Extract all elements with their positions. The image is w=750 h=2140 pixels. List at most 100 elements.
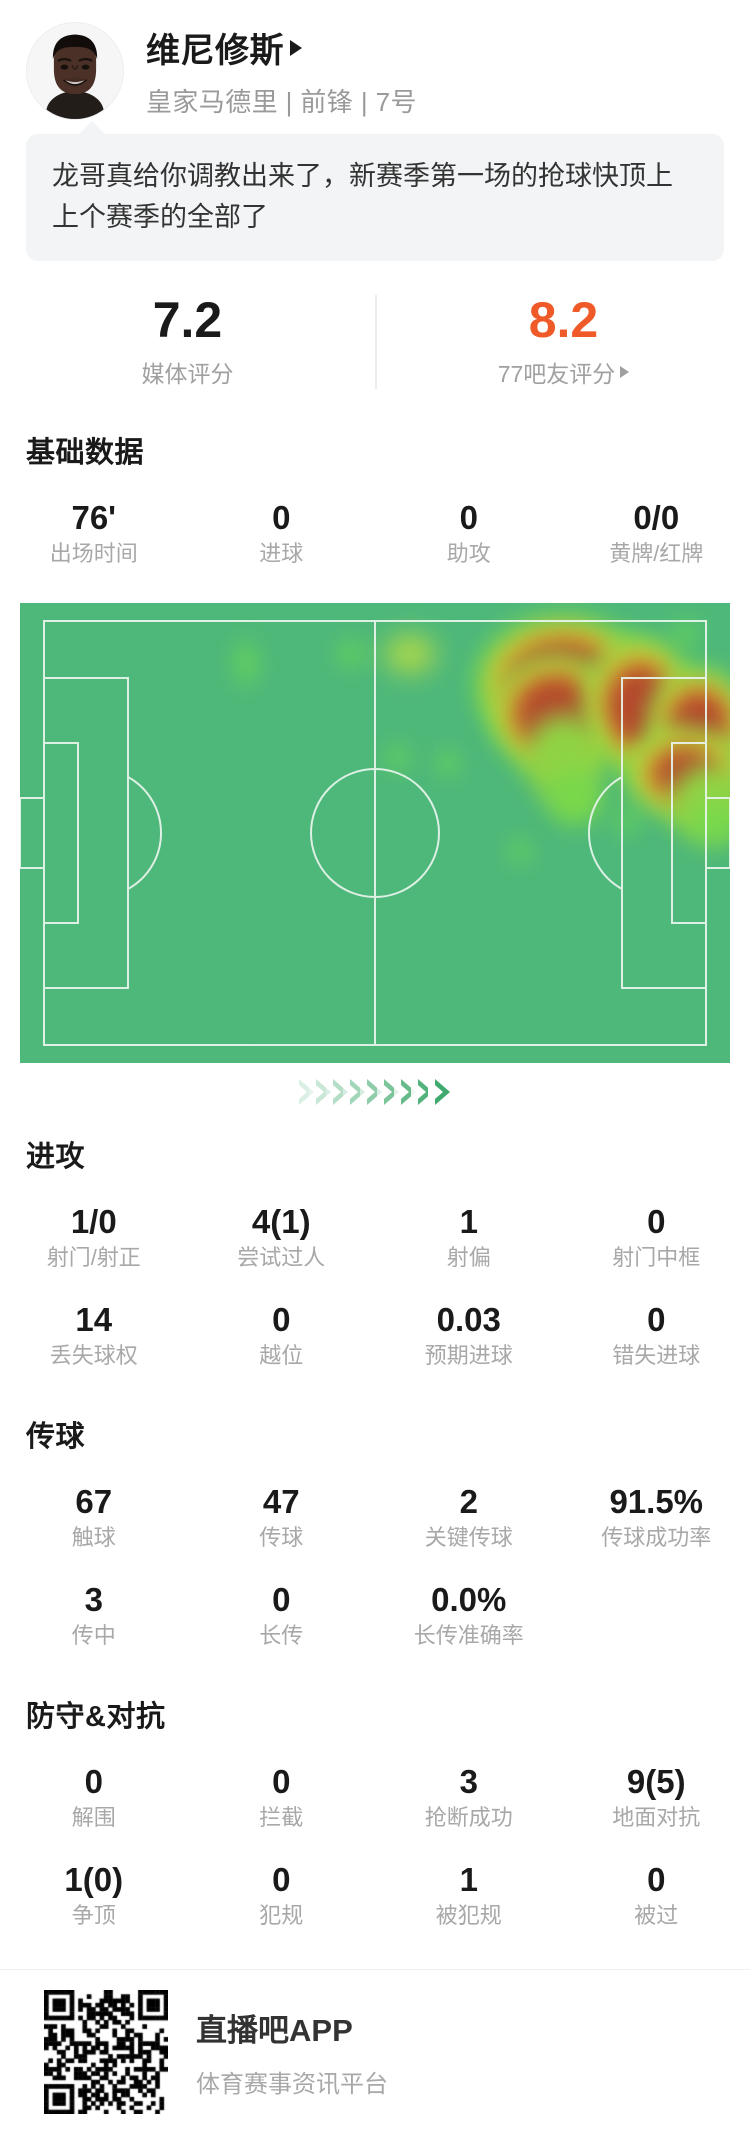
stat-value: 0 [272,1583,290,1616]
stat-cell: 0 犯规 [188,1847,376,1945]
stat-value: 14 [75,1303,112,1336]
stat-cell: 67 触球 [0,1469,188,1567]
stat-grid-basic: 76' 出场时间 0 进球 0 助攻 0/0 黄牌/红牌 [0,477,750,593]
stat-cell: 0 助攻 [375,485,563,583]
fan-rating[interactable]: 8.2 77吧友评分 [375,295,750,389]
stat-cell: 0.03 预期进球 [375,1287,563,1385]
stat-label: 黄牌/红牌 [609,543,703,565]
stat-cell: 1 射偏 [375,1189,563,1287]
stat-value: 0 [647,1205,665,1238]
heatmap-wrap [0,603,750,1115]
stat-cell: 14 丢失球权 [0,1287,188,1385]
stat-label: 长传准确率 [414,1625,524,1647]
section-title-basic: 基础数据 [0,411,750,477]
media-rating-value: 7.2 [153,295,223,345]
stat-label: 被犯规 [436,1905,502,1927]
stat-value: 0 [460,501,478,534]
stat-label: 射门/射正 [47,1247,141,1269]
stat-label: 尝试过人 [237,1247,325,1269]
footer-text: 直播吧APP 体育赛事资讯平台 [196,2005,388,2099]
app-name: 直播吧APP [196,2005,388,2050]
fan-rating-label-text: 77吧友评分 [498,355,616,389]
stat-cell: 0/0 黄牌/红牌 [563,485,750,583]
stat-value: 1 [460,1863,478,1896]
stat-value: 67 [75,1485,112,1518]
stat-value: 9(5) [627,1765,686,1798]
ratings-row: 7.2 媒体评分 8.2 77吧友评分 [0,261,750,411]
stat-grid-defense: 0 解围 0 拦截 3 抢断成功 9(5) 地面对抗 1(0) 争顶 0 犯规 … [0,1741,750,1955]
stat-value: 0 [85,1765,103,1798]
stat-value: 0/0 [633,501,679,534]
stat-value: 0.0% [431,1583,506,1616]
stat-label: 越位 [259,1345,303,1367]
media-rating: 7.2 媒体评分 [0,295,375,389]
section-title-passing: 传球 [0,1395,750,1461]
stat-label: 错失进球 [612,1345,700,1367]
comment-bubble[interactable]: 龙哥真给你调教出来了，新赛季第一场的抢球快顶上上个赛季的全部了 [26,134,724,261]
stat-cell-empty [563,1567,750,1665]
stat-grid-passing: 67 触球 47 传球 2 关键传球 91.5% 传球成功率 3 传中 0 长传… [0,1461,750,1675]
pitch-lines [20,603,730,1063]
stat-cell: 1/0 射门/射正 [0,1189,188,1287]
stat-value: 0 [647,1863,665,1896]
stat-label: 传球成功率 [601,1527,711,1549]
stat-cell: 0 长传 [188,1567,376,1665]
stat-label: 关键传球 [425,1527,513,1549]
stat-label: 出场时间 [50,543,138,565]
stat-cell: 1(0) 争顶 [0,1847,188,1945]
stat-value: 76' [71,501,116,534]
app-footer: 直播吧APP 体育赛事资讯平台 [0,1969,750,2140]
stat-label: 射门中框 [612,1247,700,1269]
stat-label: 地面对抗 [612,1807,700,1829]
player-meta: 维尼修斯 皇家马德里 | 前锋 | 7号 [146,23,417,119]
stat-value: 1 [460,1205,478,1238]
section-title-attack: 进攻 [0,1115,750,1181]
stat-cell: 0 射门中框 [563,1189,750,1287]
section-title-defense: 防守&对抗 [0,1675,750,1741]
stat-label: 预期进球 [425,1345,513,1367]
stat-cell: 1 被犯规 [375,1847,563,1945]
stat-label: 抢断成功 [425,1807,513,1829]
stat-value: 0 [272,1303,290,1336]
stat-value: 3 [460,1765,478,1798]
stat-value: 1(0) [64,1863,123,1896]
stat-label: 拦截 [259,1807,303,1829]
fan-rating-label[interactable]: 77吧友评分 [498,355,630,389]
stat-value: 3 [85,1583,103,1616]
qr-code-icon[interactable] [44,1990,168,2114]
stat-cell: 0 拦截 [188,1749,376,1847]
stat-value: 1/0 [71,1205,117,1238]
stat-label: 被过 [634,1905,678,1927]
stat-label: 射偏 [447,1247,491,1269]
player-avatar-icon [27,23,123,119]
stat-cell: 0 越位 [188,1287,376,1385]
comment-text: 龙哥真给你调教出来了，新赛季第一场的抢球快顶上上个赛季的全部了 [52,156,698,237]
attack-direction-indicator [20,1063,730,1115]
stat-label: 解围 [72,1807,116,1829]
stat-cell: 47 传球 [188,1469,376,1567]
stat-grid-attack: 1/0 射门/射正 4(1) 尝试过人 1 射偏 0 射门中框 14 丢失球权 … [0,1181,750,1395]
chevron-right-icon [435,1079,450,1105]
stat-cell: 91.5% 传球成功率 [563,1469,750,1567]
app-tagline: 体育赛事资讯平台 [196,2064,388,2099]
avatar[interactable] [26,22,124,120]
stat-cell: 0 错失进球 [563,1287,750,1385]
stat-value: 0 [272,501,290,534]
stat-cell: 0.0% 长传准确率 [375,1567,563,1665]
stat-value: 0 [272,1765,290,1798]
media-rating-label: 媒体评分 [142,355,234,389]
stat-value: 0 [647,1303,665,1336]
stat-label: 传球 [259,1527,303,1549]
triangle-right-icon[interactable] [620,366,629,378]
player-name-row[interactable]: 维尼修斯 [146,23,417,72]
stat-value: 2 [460,1485,478,1518]
player-header: 维尼修斯 皇家马德里 | 前锋 | 7号 [0,0,750,128]
stat-cell: 0 进球 [188,485,376,583]
triangle-right-icon[interactable] [290,40,302,56]
pitch-heatmap[interactable] [20,603,730,1063]
stat-label: 丢失球权 [50,1345,138,1367]
stat-label: 犯规 [259,1905,303,1927]
stat-label: 争顶 [72,1905,116,1927]
stat-cell: 9(5) 地面对抗 [563,1749,750,1847]
